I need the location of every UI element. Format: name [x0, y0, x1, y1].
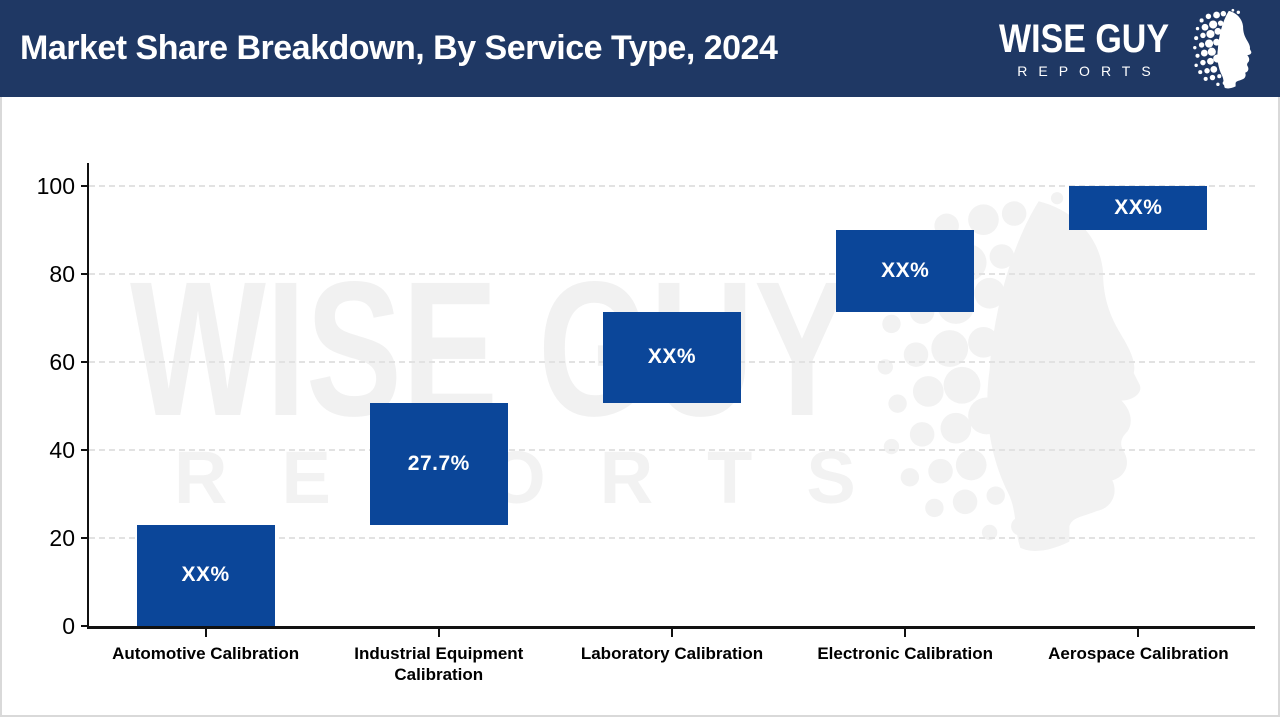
plot-area: 0 20 40 60 80 100 XX% Automotive Calibration 27.…	[2, 97, 1278, 715]
bar-aerospace-calibration: XX%	[1069, 186, 1208, 230]
brand-subname: REPORTS	[1017, 63, 1162, 79]
bar-laboratory-calibration: XX%	[603, 311, 741, 403]
bar-value-label: 27.7%	[407, 451, 470, 475]
x-axis-tick	[671, 629, 673, 637]
y-axis-tick	[81, 273, 89, 275]
bar-automotive-calibration: XX%	[136, 524, 275, 626]
bar-value-label: XX%	[1114, 196, 1163, 219]
header-bar: Market Share Breakdown, By Service Type,…	[0, 0, 1280, 97]
gridline	[89, 537, 1255, 539]
logo-face-icon	[1188, 8, 1256, 90]
y-axis-tick	[81, 625, 89, 627]
gridline	[89, 449, 1255, 451]
y-axis-tick	[81, 361, 89, 363]
bar-industrial-equipment-calibration: 27.7%	[369, 402, 508, 525]
y-axis-tick-label: 100	[36, 173, 75, 199]
brand-logo-text: WISE GUY REPORTS	[984, 19, 1184, 78]
page-title: Market Share Breakdown, By Service Type,…	[20, 29, 778, 67]
x-axis-label-electronic-calibration: Electronic Calibration	[817, 644, 994, 663]
y-axis-tick	[81, 537, 89, 539]
y-axis-tick-label: 60	[49, 349, 75, 375]
bar-value-label: XX%	[881, 258, 930, 282]
x-axis-tick	[204, 629, 207, 637]
bar-value-label: XX%	[181, 563, 230, 587]
bar-electronic-calibration: XX%	[836, 230, 975, 312]
y-axis-tick-label: 80	[49, 261, 75, 287]
y-axis-tick-label: 0	[62, 613, 75, 639]
x-axis-label-aerospace-calibration: Aerospace Calibration	[1048, 644, 1229, 663]
gridline	[89, 185, 1255, 187]
x-axis-tick	[904, 629, 907, 637]
x-axis-line	[87, 626, 1255, 629]
y-axis-tick-label: 40	[49, 437, 75, 463]
brand-name: WISE GUY	[998, 17, 1169, 61]
y-axis-tick	[81, 449, 89, 451]
x-axis-label-laboratory-calibration: Laboratory Calibration	[580, 644, 764, 663]
x-axis-tick	[1137, 629, 1140, 637]
y-axis-tick	[81, 185, 89, 187]
y-axis-tick-label: 20	[49, 525, 75, 551]
y-axis-line	[87, 163, 89, 629]
x-axis-label-industrial-equipment-calibration: Industrial Equipment Calibration	[354, 644, 524, 685]
x-axis-label-automotive-calibration: Automotive Calibration	[112, 644, 300, 663]
x-axis-tick	[437, 629, 440, 637]
chart-area: WISE GUY REPORTS 0 20 40 60 80 100 XX% Automoti…	[0, 97, 1280, 717]
bar-value-label: XX%	[647, 345, 697, 369]
brand-logo: WISE GUY REPORTS	[984, 8, 1256, 90]
gridline	[89, 273, 1255, 275]
